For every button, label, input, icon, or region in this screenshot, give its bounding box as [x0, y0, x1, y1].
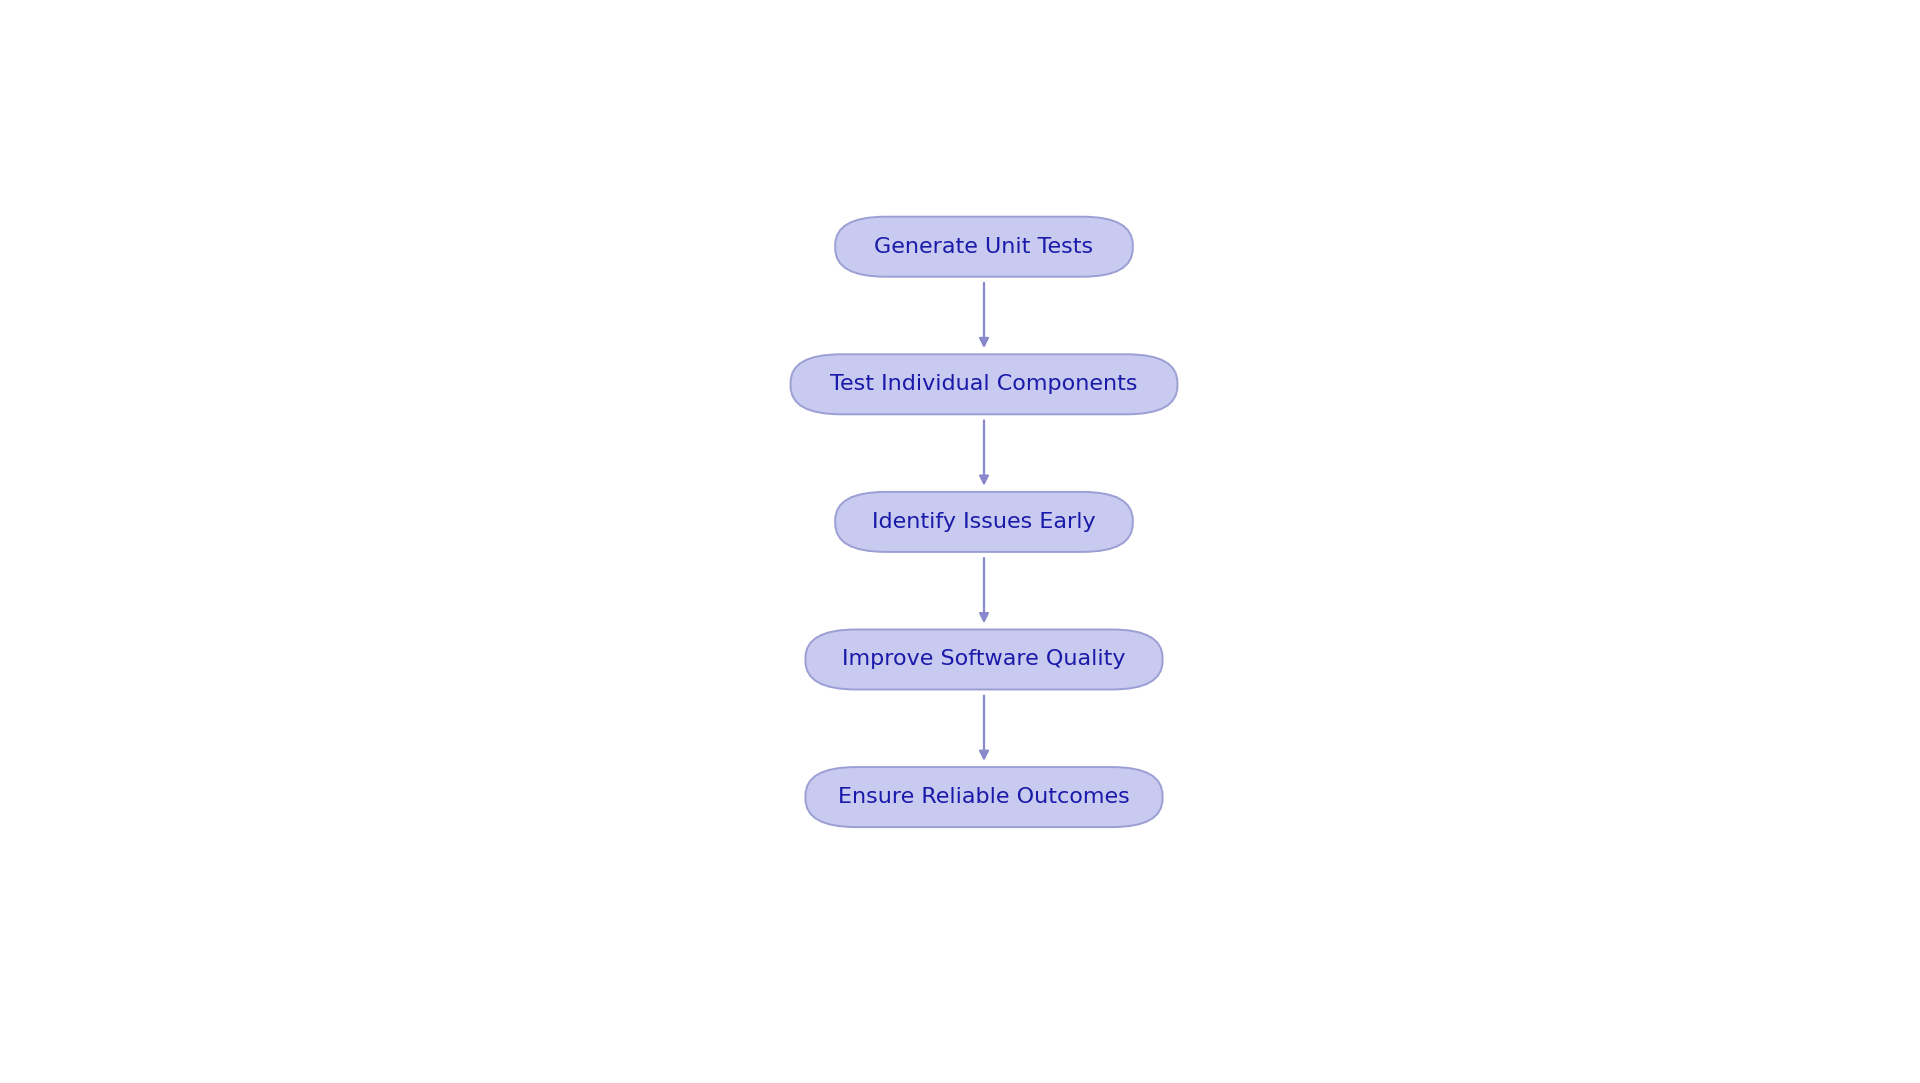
FancyBboxPatch shape [835, 217, 1133, 277]
Text: Generate Unit Tests: Generate Unit Tests [874, 237, 1094, 257]
FancyBboxPatch shape [835, 492, 1133, 552]
FancyBboxPatch shape [806, 767, 1162, 827]
Text: Identify Issues Early: Identify Issues Early [872, 512, 1096, 532]
Text: Test Individual Components: Test Individual Components [829, 375, 1139, 394]
Text: Improve Software Quality: Improve Software Quality [843, 650, 1125, 669]
Text: Ensure Reliable Outcomes: Ensure Reliable Outcomes [839, 787, 1129, 807]
FancyBboxPatch shape [806, 629, 1162, 690]
FancyBboxPatch shape [791, 354, 1177, 415]
